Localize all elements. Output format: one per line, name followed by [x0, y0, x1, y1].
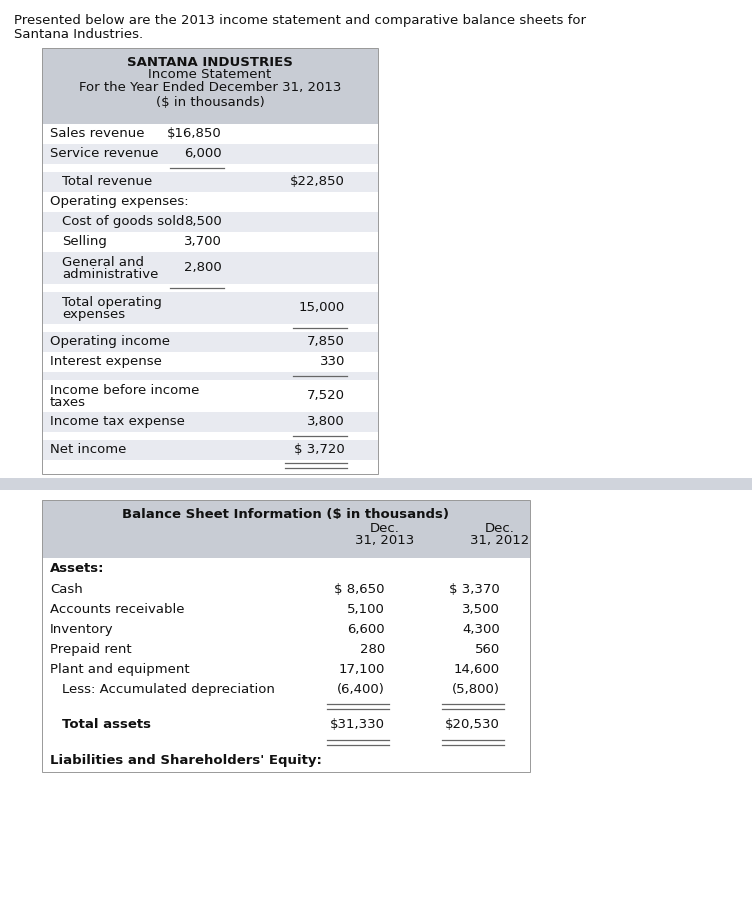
Text: Income before income: Income before income: [50, 384, 199, 397]
Bar: [42, 164, 378, 172]
Bar: [42, 750, 530, 772]
Text: For the Year Ended December 31, 2013: For the Year Ended December 31, 2013: [79, 81, 341, 94]
Text: 2,800: 2,800: [184, 260, 222, 274]
Text: Accounts receivable: Accounts receivable: [50, 603, 184, 615]
Text: Net income: Net income: [50, 443, 126, 456]
Bar: [42, 212, 378, 232]
Text: 6,000: 6,000: [184, 146, 222, 160]
Bar: [42, 380, 378, 412]
Bar: [42, 292, 378, 324]
Text: $ 8,650: $ 8,650: [335, 582, 385, 595]
Text: Income tax expense: Income tax expense: [50, 415, 185, 427]
Bar: [42, 48, 378, 474]
Bar: [42, 440, 378, 460]
Text: Dec.: Dec.: [485, 522, 515, 535]
Text: 5,100: 5,100: [347, 603, 385, 615]
Bar: [42, 372, 378, 380]
Text: Sales revenue: Sales revenue: [50, 127, 144, 140]
Bar: [42, 48, 378, 124]
Text: 3,800: 3,800: [308, 415, 345, 427]
Text: 330: 330: [320, 354, 345, 368]
Text: 31, 2012: 31, 2012: [470, 534, 529, 547]
Text: ($ in thousands): ($ in thousands): [156, 96, 265, 109]
Text: Selling: Selling: [62, 235, 107, 247]
Bar: [42, 432, 378, 440]
Text: Prepaid rent: Prepaid rent: [50, 643, 132, 656]
Text: Cash: Cash: [50, 582, 83, 595]
Text: $16,850: $16,850: [167, 127, 222, 140]
Bar: [42, 600, 530, 620]
Bar: [42, 284, 378, 292]
Text: 6,600: 6,600: [347, 623, 385, 635]
Text: Interest expense: Interest expense: [50, 354, 162, 368]
Text: Operating expenses:: Operating expenses:: [50, 194, 189, 207]
Text: 280: 280: [359, 643, 385, 656]
Bar: [42, 500, 530, 558]
Text: Cost of goods sold: Cost of goods sold: [62, 215, 184, 227]
Bar: [42, 558, 530, 580]
Bar: [42, 232, 378, 252]
Text: $20,530: $20,530: [445, 718, 500, 730]
Text: Balance Sheet Information ($ in thousands): Balance Sheet Information ($ in thousand…: [123, 508, 450, 521]
Bar: [42, 252, 378, 284]
Text: $22,850: $22,850: [290, 174, 345, 187]
Bar: [0, 478, 752, 490]
Text: SANTANA INDUSTRIES: SANTANA INDUSTRIES: [127, 56, 293, 69]
Text: 15,000: 15,000: [299, 300, 345, 313]
Text: $31,330: $31,330: [330, 718, 385, 730]
Bar: [42, 680, 530, 700]
Text: Less: Accumulated depreciation: Less: Accumulated depreciation: [62, 683, 275, 696]
Text: expenses: expenses: [62, 308, 125, 321]
Text: (5,800): (5,800): [452, 683, 500, 696]
Bar: [42, 714, 530, 736]
Text: Assets:: Assets:: [50, 561, 105, 574]
Text: Operating income: Operating income: [50, 334, 170, 348]
Bar: [42, 640, 530, 660]
Bar: [42, 124, 378, 144]
Text: administrative: administrative: [62, 268, 159, 281]
Text: 8,500: 8,500: [184, 215, 222, 227]
Bar: [42, 580, 530, 600]
Text: 4,300: 4,300: [462, 623, 500, 635]
Text: 14,600: 14,600: [454, 663, 500, 676]
Text: Presented below are the 2013 income statement and comparative balance sheets for: Presented below are the 2013 income stat…: [14, 14, 586, 27]
Text: 7,520: 7,520: [307, 389, 345, 402]
Bar: [42, 412, 378, 432]
Bar: [42, 660, 530, 680]
Bar: [42, 460, 378, 474]
Text: Total operating: Total operating: [62, 296, 162, 309]
Text: Service revenue: Service revenue: [50, 146, 159, 160]
Text: $ 3,370: $ 3,370: [449, 582, 500, 595]
Bar: [42, 352, 378, 372]
Bar: [42, 332, 378, 352]
Bar: [42, 172, 378, 192]
Text: taxes: taxes: [50, 396, 86, 409]
Text: 17,100: 17,100: [338, 663, 385, 676]
Text: Total revenue: Total revenue: [62, 174, 152, 187]
Bar: [42, 500, 530, 772]
Text: Liabilities and Shareholders' Equity:: Liabilities and Shareholders' Equity:: [50, 753, 322, 767]
Bar: [42, 144, 378, 164]
Text: Inventory: Inventory: [50, 623, 114, 635]
Bar: [42, 736, 530, 750]
Text: 560: 560: [475, 643, 500, 656]
Text: Plant and equipment: Plant and equipment: [50, 663, 190, 676]
Text: General and: General and: [62, 256, 144, 269]
Text: 3,500: 3,500: [462, 603, 500, 615]
Text: (6,400): (6,400): [337, 683, 385, 696]
Text: Santana Industries.: Santana Industries.: [14, 28, 143, 41]
Text: Dec.: Dec.: [370, 522, 400, 535]
Text: Total assets: Total assets: [62, 718, 151, 730]
Bar: [42, 192, 378, 212]
Text: Income Statement: Income Statement: [148, 68, 271, 81]
Text: 31, 2013: 31, 2013: [356, 534, 414, 547]
Bar: [42, 620, 530, 640]
Bar: [42, 324, 378, 332]
Bar: [42, 700, 530, 714]
Text: 3,700: 3,700: [184, 235, 222, 247]
Text: $ 3,720: $ 3,720: [294, 443, 345, 456]
Text: 7,850: 7,850: [307, 334, 345, 348]
